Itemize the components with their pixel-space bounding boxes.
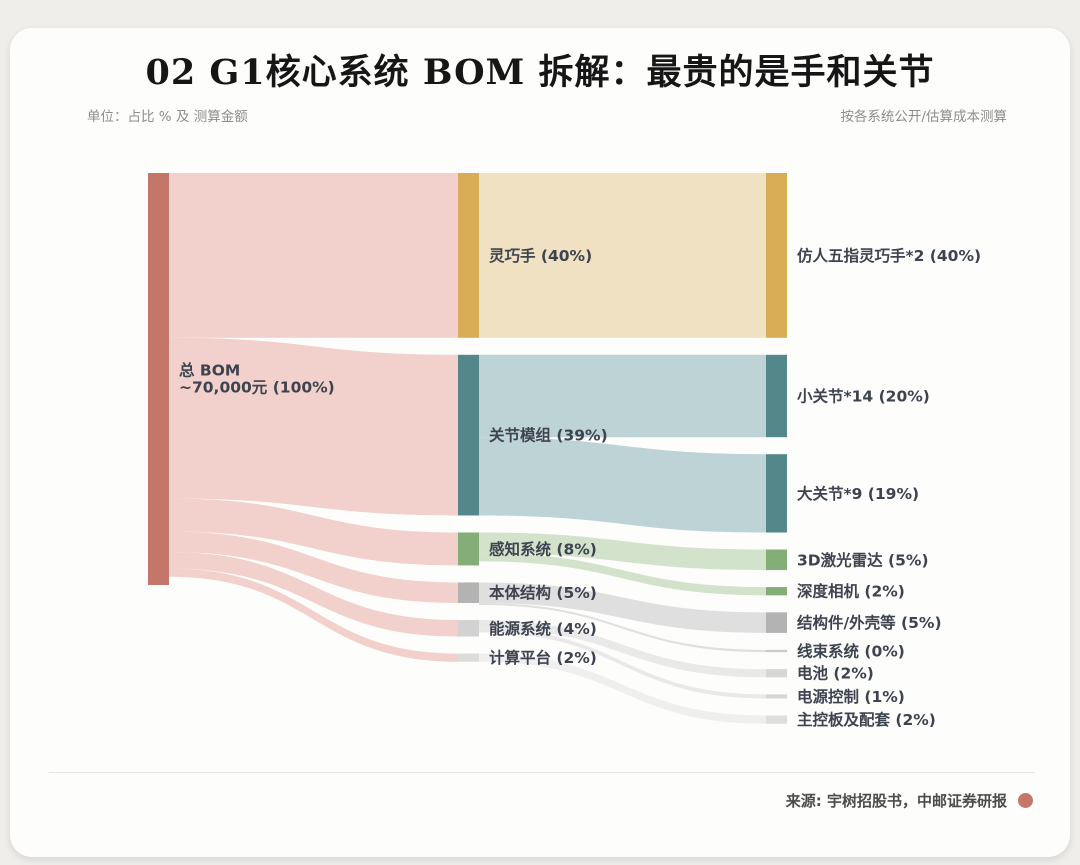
sankey-flow-body-structure-to-wiring-harness [479, 603, 766, 653]
sankey-node-lidar-3d [766, 549, 787, 571]
sankey-node-dexterous-hand [458, 173, 479, 338]
sankey-node-mainboard [766, 715, 787, 724]
sankey-flow-total-bom-to-perception-system [169, 498, 458, 566]
sankey-labels: 总 BOM~70,000元 (100%) 灵巧手 (40%) 关节模组 (39%) 感… [179, 246, 981, 729]
sankey-node-body-structure [458, 582, 479, 604]
sankey-flow-joint-module-to-large-joint [479, 437, 766, 533]
unit-note: 单位：占比 % 及 测算金额 [87, 109, 248, 125]
sankey-label-total-bom: 总 BOM [179, 361, 240, 380]
sankey-flow-body-structure-to-structural-shell [479, 582, 766, 633]
sankey-flow-dexterous-hand-to-five-finger-hand [479, 173, 766, 338]
sankey-label-mainboard: 主控板及配套 (2%) [797, 710, 936, 729]
sankey-nodes [148, 173, 787, 724]
footer-divider [49, 772, 1035, 773]
sankey-flow-energy-system-to-power-control [479, 628, 766, 699]
sankey-flow-total-bom-to-computing-platform [169, 568, 458, 662]
sankey-node-energy-system [458, 620, 479, 637]
sankey-label-battery: 电池 (2%) [797, 664, 874, 683]
sankey-node-power-control [766, 694, 787, 699]
sankey-node-depth-camera [766, 587, 787, 596]
sankey-label-perception-system: 感知系统 (8%) [489, 539, 597, 558]
sankey-node-total-bom [148, 173, 169, 585]
sankey-node-computing-platform [458, 653, 479, 662]
method-note: 按各系统公开/估算成本测算 [840, 109, 1007, 125]
sankey-flow-total-bom-to-joint-module [169, 337, 458, 516]
source-text: 来源: 宇树招股书，中邮证券研报 [785, 791, 1007, 810]
footer: 来源: 宇树招股书，中邮证券研报 [786, 790, 1033, 810]
sankey-flow-perception-system-to-lidar-3d [479, 532, 766, 571]
sankey-flows [169, 173, 766, 724]
sankey-label-five-finger-hand: 仿人五指灵巧手*2 (40%) [797, 246, 981, 265]
sankey-flow-total-bom-to-body-structure [169, 531, 458, 604]
sankey-node-structural-shell [766, 612, 787, 633]
sankey-label-joint-module: 关节模组 (39%) [489, 426, 608, 445]
sankey-node-battery [766, 669, 787, 678]
sankey-label-body-structure: 本体结构 (5%) [489, 583, 597, 602]
sankey-flow-computing-platform-to-mainboard [479, 653, 766, 724]
sankey-node-large-joint [766, 454, 787, 533]
sankey-label-depth-camera: 深度相机 (2%) [797, 582, 905, 601]
sankey-label-wiring-harness: 线束系统 (0%) [797, 642, 905, 661]
sankey-flow-perception-system-to-depth-camera [479, 553, 766, 596]
sankey-sublabel-total-bom: ~70,000元 (100%) [179, 379, 335, 397]
sankey-flow-total-bom-to-energy-system [169, 552, 458, 637]
sankey-label-energy-system: 能源系统 (4%) [489, 619, 597, 638]
sankey-flow-energy-system-to-battery [479, 620, 766, 678]
sankey-label-large-joint: 大关节*9 (19%) [797, 484, 919, 503]
sankey-label-structural-shell: 结构件/外壳等 (5%) [796, 613, 942, 632]
sankey-flow-joint-module-to-small-joint [479, 354, 766, 438]
sankey-node-wiring-harness [766, 649, 787, 653]
sankey-node-perception-system [458, 532, 479, 566]
brand-dot-icon [1018, 792, 1033, 808]
sankey-label-small-joint: 小关节*14 (20%) [797, 387, 930, 406]
sankey-label-power-control: 电源控制 (1%) [797, 687, 905, 706]
sankey-node-joint-module [458, 354, 479, 516]
sankey-node-five-finger-hand [766, 173, 787, 338]
sankey-node-small-joint [766, 354, 787, 438]
sankey-label-lidar-3d: 3D激光雷达 (5%) [797, 550, 929, 569]
sankey-label-dexterous-hand: 灵巧手 (40%) [489, 246, 592, 265]
chart-title: 02 G1核心系统 BOM 拆解：最贵的是手和关节 [145, 52, 935, 93]
sankey-label-computing-platform: 计算平台 (2%) [489, 648, 597, 667]
sankey-flow-total-bom-to-dexterous-hand [169, 173, 458, 338]
